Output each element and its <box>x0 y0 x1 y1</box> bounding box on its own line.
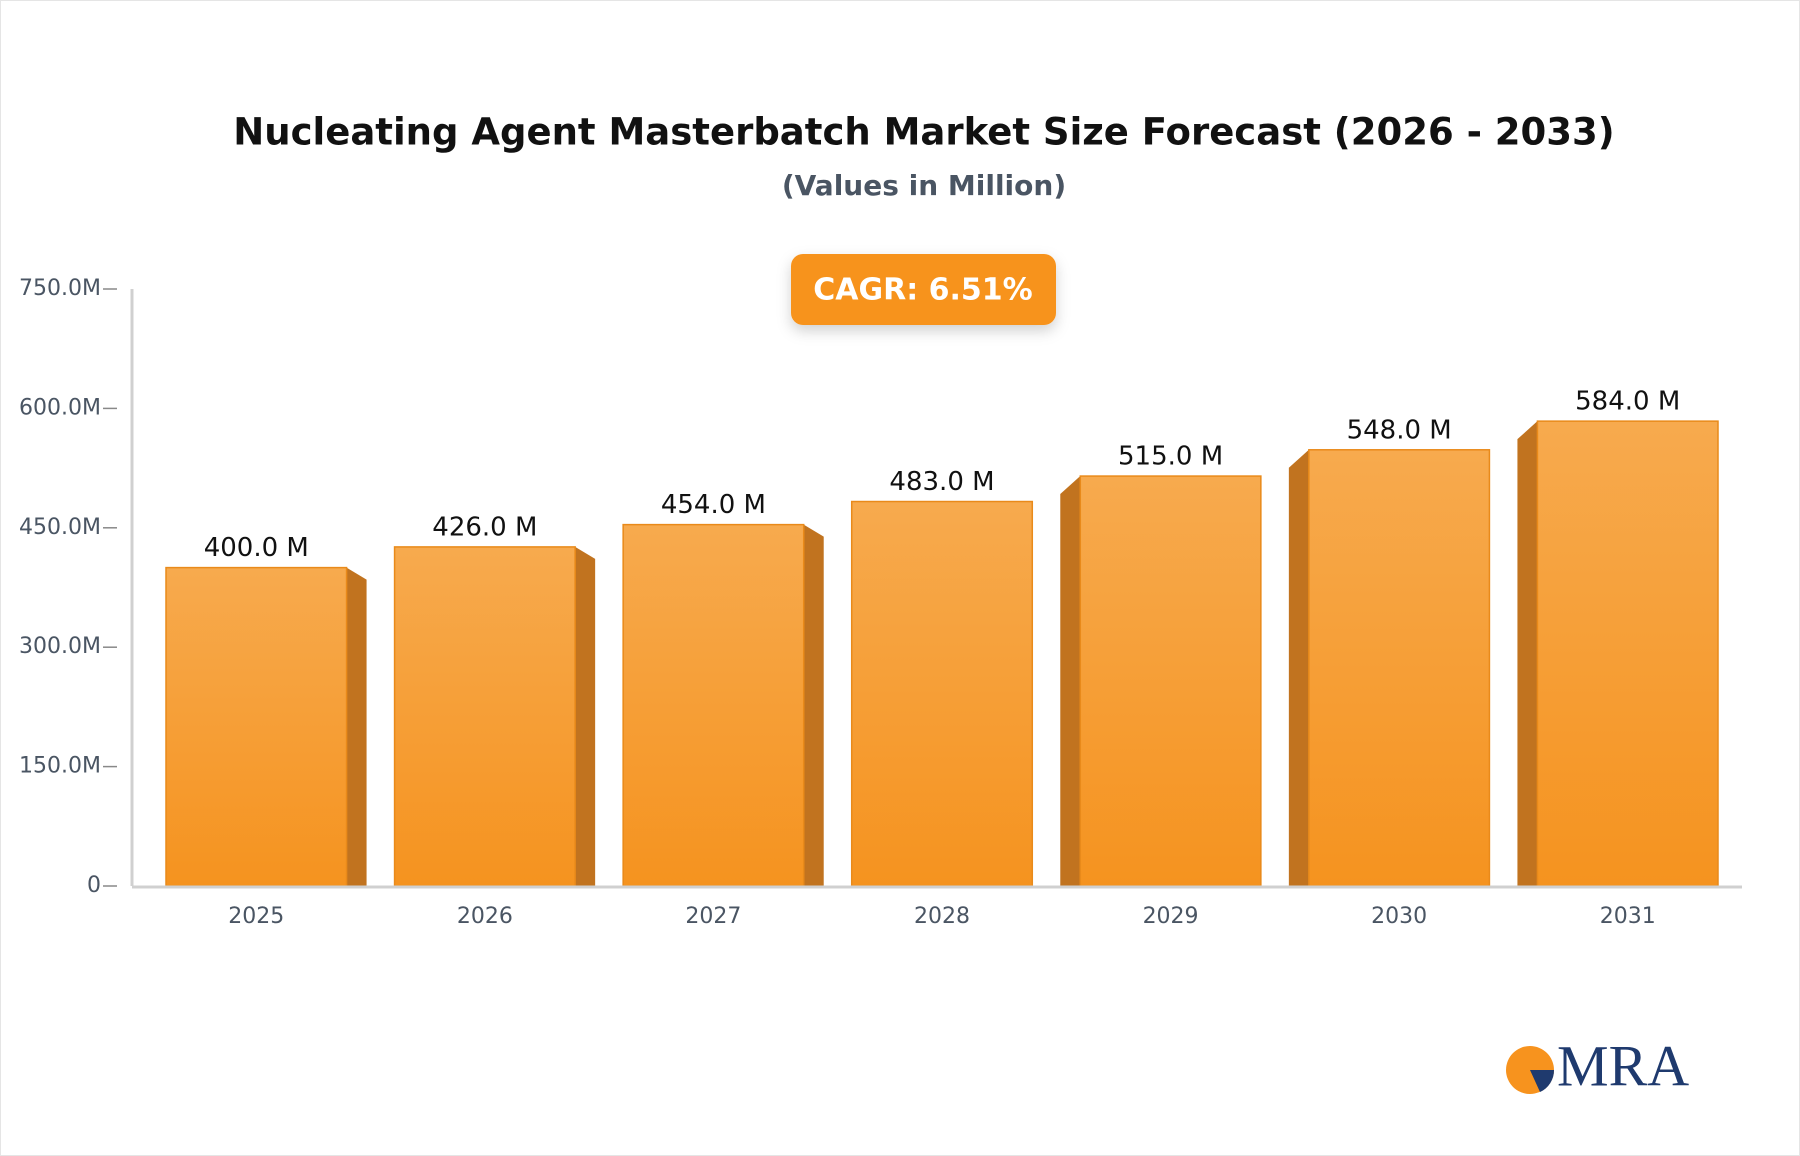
logo-text: MRA <box>1557 1033 1689 1098</box>
value-label: 400.0 M <box>204 533 309 563</box>
cagr-label: CAGR: 6.51% <box>813 273 1032 308</box>
chart-title: Nucleating Agent Masterbatch Market Size… <box>233 111 1614 154</box>
logo: MRA <box>1506 1033 1689 1098</box>
y-tick-label: 600.0M <box>19 395 101 420</box>
bar-side <box>1288 449 1309 886</box>
value-label: 483.0 M <box>889 467 994 497</box>
x-tick-label: 2031 <box>1600 904 1656 929</box>
logo-icon-slice <box>1530 1070 1555 1092</box>
value-label: 515.0 M <box>1118 442 1223 472</box>
bar <box>1079 475 1262 887</box>
bar-side <box>575 546 596 886</box>
y-tick-label: 150.0M <box>19 754 101 779</box>
x-tick-label: 2030 <box>1371 904 1427 929</box>
y-tick-label: 450.0M <box>19 515 101 540</box>
value-label: 548.0 M <box>1347 415 1452 445</box>
bar <box>393 546 576 887</box>
bar <box>622 523 805 887</box>
cagr-badge <box>791 254 1056 325</box>
value-label: 454.0 M <box>661 490 766 520</box>
bar-side <box>1060 476 1081 886</box>
bar <box>165 566 348 887</box>
x-tick-label: 2029 <box>1143 904 1199 929</box>
y-tick-label: 300.0M <box>19 634 101 659</box>
bar <box>1536 420 1719 887</box>
bar-side <box>803 524 824 886</box>
value-label: 584.0 M <box>1575 387 1680 417</box>
chart-subtitle: (Values in Million) <box>782 169 1066 202</box>
x-tick-label: 2025 <box>228 904 284 929</box>
x-tick-label: 2027 <box>685 904 741 929</box>
bar <box>1308 449 1491 887</box>
x-tick-label: 2028 <box>914 904 970 929</box>
value-label: 426.0 M <box>432 512 537 542</box>
bar <box>850 500 1034 887</box>
y-tick-label: 0 <box>87 873 101 898</box>
bar-side <box>346 567 367 886</box>
x-tick-label: 2026 <box>457 904 513 929</box>
y-tick-label: 750.0M <box>19 276 101 301</box>
bar-side <box>1517 421 1538 886</box>
